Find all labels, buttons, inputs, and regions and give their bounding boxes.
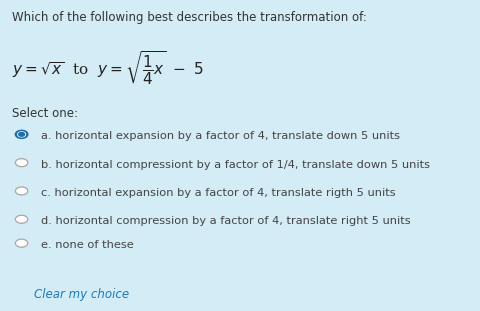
Circle shape: [15, 215, 28, 223]
Text: e. none of these: e. none of these: [41, 240, 133, 250]
Text: Select one:: Select one:: [12, 107, 78, 120]
Circle shape: [15, 130, 28, 138]
Text: $y = \sqrt{x}$  to  $y = \sqrt{\dfrac{1}{4}x}\ -\ 5$: $y = \sqrt{x}$ to $y = \sqrt{\dfrac{1}{4…: [12, 50, 204, 87]
Circle shape: [19, 132, 24, 136]
Text: Clear my choice: Clear my choice: [34, 288, 129, 301]
Circle shape: [15, 187, 28, 195]
Text: c. horizontal expansion by a factor of 4, translate rigth 5 units: c. horizontal expansion by a factor of 4…: [41, 188, 396, 198]
Text: b. horizontal compressiont by a factor of 1/4, translate down 5 units: b. horizontal compressiont by a factor o…: [41, 160, 430, 169]
Text: d. horizontal compression by a factor of 4, translate right 5 units: d. horizontal compression by a factor of…: [41, 216, 410, 226]
Circle shape: [15, 239, 28, 247]
Text: a. horizontal expansion by a factor of 4, translate down 5 units: a. horizontal expansion by a factor of 4…: [41, 131, 400, 141]
Circle shape: [18, 132, 25, 137]
Circle shape: [15, 159, 28, 167]
Text: Which of the following best describes the transformation of:: Which of the following best describes th…: [12, 11, 367, 24]
